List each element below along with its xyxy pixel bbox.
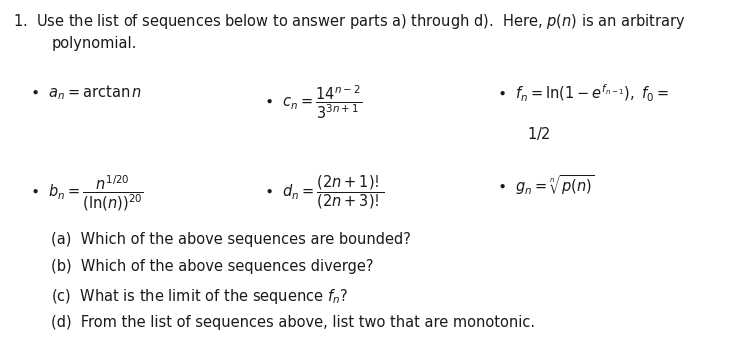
Text: $1/2$: $1/2$ (527, 125, 550, 142)
Text: (d)  From the list of sequences above, list two that are monotonic.: (d) From the list of sequences above, li… (51, 315, 535, 330)
Text: 1.  Use the list of sequences below to answer parts a) through d).  Here, $p(n)$: 1. Use the list of sequences below to an… (13, 12, 685, 31)
Text: $\bullet$  $f_n = \ln(1 - e^{f_{n-1}}),\ f_0 =$: $\bullet$ $f_n = \ln(1 - e^{f_{n-1}}),\ … (497, 83, 669, 104)
Text: $\bullet$  $b_n = \dfrac{n^{1/20}}{(\ln(n))^{20}}$: $\bullet$ $b_n = \dfrac{n^{1/20}}{(\ln(n… (30, 173, 144, 213)
Text: $\bullet$  $g_n = \sqrt[n]{p(n)}$: $\bullet$ $g_n = \sqrt[n]{p(n)}$ (497, 173, 595, 197)
Text: $\bullet$  $c_n = \dfrac{14^{n-2}}{3^{3n+1}}$: $\bullet$ $c_n = \dfrac{14^{n-2}}{3^{3n+… (264, 83, 361, 121)
Text: $\bullet$  $d_n = \dfrac{(2n+1)!}{(2n+3)!}$: $\bullet$ $d_n = \dfrac{(2n+1)!}{(2n+3)!… (264, 173, 384, 211)
Text: $\bullet$  $a_n = \arctan n$: $\bullet$ $a_n = \arctan n$ (30, 83, 142, 102)
Text: (a)  Which of the above sequences are bounded?: (a) Which of the above sequences are bou… (51, 232, 411, 247)
Text: (b)  Which of the above sequences diverge?: (b) Which of the above sequences diverge… (51, 260, 373, 274)
Text: (c)  What is the limit of the sequence $f_n$?: (c) What is the limit of the sequence $f… (51, 287, 348, 306)
Text: polynomial.: polynomial. (51, 36, 136, 51)
